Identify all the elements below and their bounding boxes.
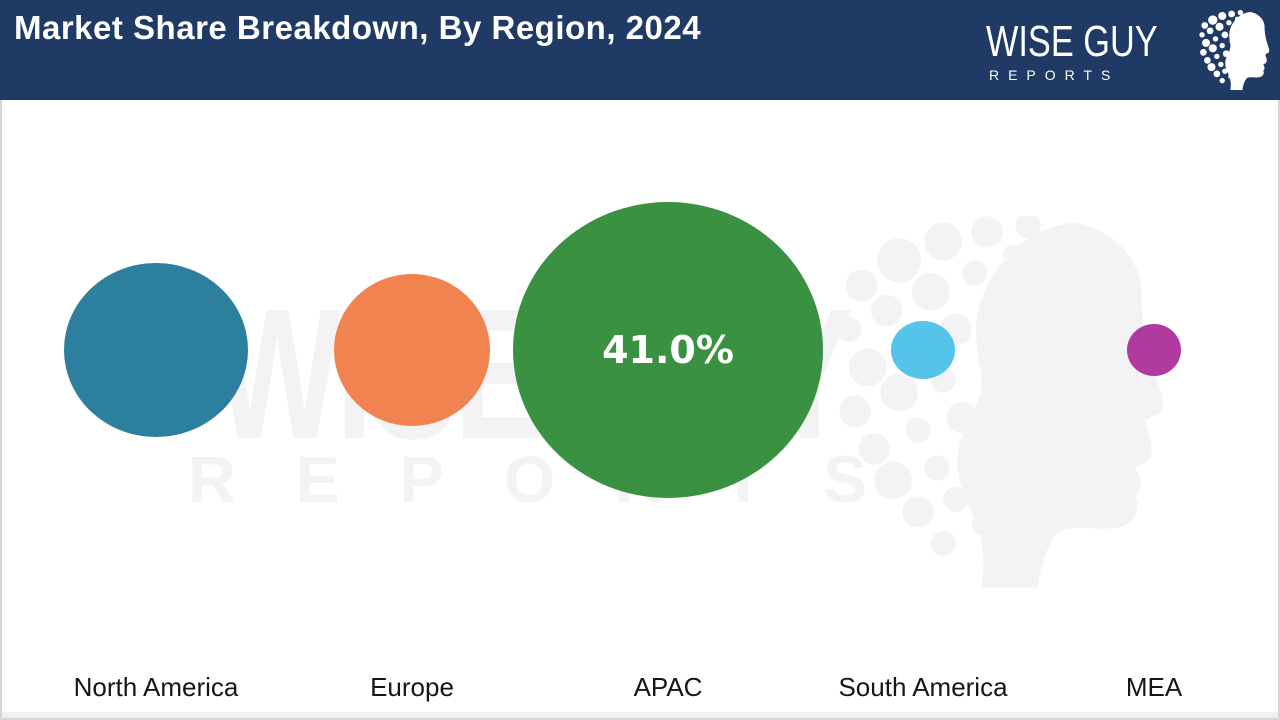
watermark-head-icon (836, 216, 1164, 588)
logo-name-text: WISE GUY (985, 16, 1158, 66)
logo-head-icon (1199, 10, 1270, 91)
chart-area: WISE GUY REPORTS 41.0% North AmericaEuro… (0, 100, 1280, 720)
bubble-apac: 41.0% (513, 202, 823, 498)
logo-wordmark: WISE GUY REPORTS (985, 16, 1206, 83)
bubble-north-america (64, 263, 248, 437)
bottom-border (2, 712, 1278, 720)
bubble-europe (334, 274, 490, 426)
category-label-north-america: North America (73, 672, 239, 702)
page-title: Market Share Breakdown, By Region, 2024 (14, 9, 702, 46)
header: Market Share Breakdown, By Region, 2024 … (0, 0, 1280, 100)
bubble-value-apac: 41.0% (602, 328, 734, 372)
logo-reports-text: REPORTS (988, 66, 1120, 83)
watermark-reports-text: REPORTS (188, 442, 928, 516)
category-label-mea: MEA (1125, 672, 1183, 702)
bubble-mea (1127, 324, 1181, 376)
bubble-south-america (891, 321, 955, 379)
category-label-apac: APAC (633, 672, 703, 702)
category-label-europe: Europe (370, 672, 454, 702)
category-label-south-america: South America (838, 672, 1008, 702)
wiseguy-logo: WISE GUY REPORTS (986, 6, 1272, 96)
